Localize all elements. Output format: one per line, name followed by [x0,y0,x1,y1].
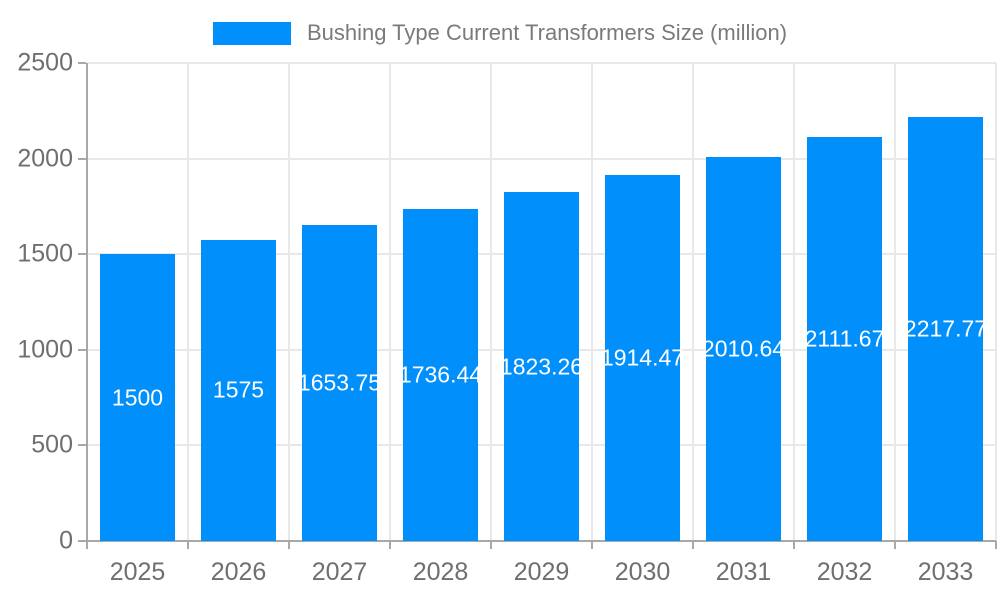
bar[interactable] [504,192,579,541]
y-axis-tick [78,253,86,256]
bar[interactable] [100,254,175,541]
y-axis-tick [78,157,86,160]
y-axis-label: 0 [59,526,73,555]
bar-value-label: 1736.44 [398,361,483,388]
gridline-vertical [894,63,896,541]
gridline-vertical [187,63,189,541]
bar-value-label: 1575 [212,376,265,403]
y-axis-label: 1500 [17,239,73,268]
bar[interactable] [706,156,781,541]
y-axis-label: 2000 [17,144,73,173]
x-axis-label: 2032 [816,558,873,586]
x-axis-tick [389,541,391,549]
y-axis-tick [78,62,86,64]
x-axis-label: 2027 [311,558,368,586]
y-axis-line [86,63,88,549]
legend-marker-icon [212,21,291,45]
x-axis-tick [86,541,88,549]
gridline-vertical [591,63,593,541]
gridline-vertical [692,63,694,541]
bar[interactable] [807,137,882,541]
x-axis-label: 2030 [614,558,671,586]
bar-value-label: 2111.67 [804,325,885,352]
x-axis-label: 2033 [917,558,974,586]
bar[interactable] [605,174,680,541]
bar[interactable] [201,239,276,541]
y-axis-label: 2500 [17,48,73,77]
y-axis-tick [78,348,86,351]
x-axis-tick [490,541,492,549]
legend-label: Bushing Type Current Transformers Size (… [306,20,788,45]
gridline-horizontal [87,62,996,64]
bar-value-label: 2217.77 [903,315,988,342]
x-axis-label: 2026 [210,558,267,586]
bar-value-label: 2010.64 [701,335,786,362]
gridline-horizontal [87,157,996,160]
bar[interactable] [908,116,983,541]
bar[interactable] [302,224,377,541]
gridline-vertical [288,63,290,541]
x-axis-tick [995,541,997,549]
legend[interactable]: Bushing Type Current Transformers Size (… [0,17,1000,49]
bar-value-label: 1500 [111,384,164,411]
y-axis-label: 1000 [17,335,73,364]
x-axis-tick [793,541,795,549]
bar-value-label: 1914.47 [600,344,685,371]
x-axis-label: 2028 [412,558,469,586]
bar-value-label: 1653.75 [297,369,382,396]
x-axis-label: 2029 [513,558,570,586]
bar[interactable] [403,208,478,541]
y-axis-label: 500 [31,430,73,459]
x-axis-label: 2025 [109,558,166,586]
x-axis-tick [894,541,896,549]
x-axis-tick [591,541,593,549]
x-axis-tick [187,541,189,549]
x-axis-tick [692,541,694,549]
x-axis-tick [288,541,290,549]
gridline-vertical [793,63,795,541]
y-axis-tick [78,540,86,542]
gridline-vertical [490,63,492,541]
gridline-vertical [389,63,391,541]
gridline-vertical [995,63,997,541]
x-axis-line [86,540,996,542]
x-axis-label: 2031 [715,558,772,586]
y-axis-tick [78,444,86,447]
bar-value-label: 1823.26 [499,353,584,380]
